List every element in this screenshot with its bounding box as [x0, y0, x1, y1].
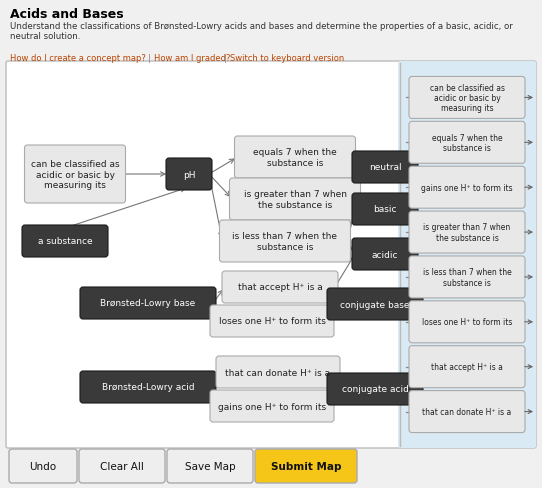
- Text: How am I graded?: How am I graded?: [154, 54, 230, 63]
- FancyBboxPatch shape: [398, 62, 536, 448]
- Text: Acids and Bases: Acids and Bases: [10, 8, 124, 21]
- Text: pH: pH: [183, 170, 195, 179]
- FancyBboxPatch shape: [409, 122, 525, 164]
- Text: that can donate H⁺ is a: that can donate H⁺ is a: [225, 368, 331, 377]
- FancyBboxPatch shape: [6, 62, 536, 448]
- Text: Brønsted-Lowry acid: Brønsted-Lowry acid: [102, 383, 195, 392]
- FancyBboxPatch shape: [352, 152, 418, 183]
- Text: Brønsted-Lowry base: Brønsted-Lowry base: [100, 299, 196, 308]
- FancyBboxPatch shape: [166, 159, 212, 191]
- Text: Undo: Undo: [29, 461, 56, 471]
- Text: |: |: [148, 54, 151, 63]
- FancyBboxPatch shape: [24, 146, 126, 203]
- Text: gains one H⁺ to form its: gains one H⁺ to form its: [218, 402, 326, 411]
- Text: conjugate base: conjugate base: [340, 300, 410, 309]
- FancyBboxPatch shape: [210, 305, 334, 337]
- Text: can be classified as
acidic or basic by
measuring its: can be classified as acidic or basic by …: [429, 83, 505, 113]
- FancyBboxPatch shape: [409, 77, 525, 119]
- FancyBboxPatch shape: [409, 391, 525, 433]
- FancyBboxPatch shape: [229, 179, 360, 221]
- FancyBboxPatch shape: [409, 167, 525, 209]
- FancyBboxPatch shape: [210, 390, 334, 422]
- FancyBboxPatch shape: [409, 301, 525, 343]
- FancyBboxPatch shape: [255, 449, 357, 483]
- FancyBboxPatch shape: [22, 225, 108, 258]
- FancyBboxPatch shape: [9, 449, 77, 483]
- Text: is less than 7 when the
substance is: is less than 7 when the substance is: [423, 268, 511, 287]
- Text: that accept H⁺ is a: that accept H⁺ is a: [237, 283, 322, 292]
- FancyBboxPatch shape: [352, 194, 418, 225]
- Text: is less than 7 when the
substance is: is less than 7 when the substance is: [233, 232, 338, 251]
- Text: equals 7 when the
substance is: equals 7 when the substance is: [431, 133, 502, 153]
- FancyBboxPatch shape: [235, 137, 356, 179]
- Text: loses one H⁺ to form its: loses one H⁺ to form its: [422, 318, 512, 326]
- FancyBboxPatch shape: [409, 346, 525, 388]
- FancyBboxPatch shape: [220, 221, 351, 263]
- Text: equals 7 when the
substance is: equals 7 when the substance is: [253, 148, 337, 167]
- Text: Save Map: Save Map: [185, 461, 235, 471]
- Text: How do I create a concept map?: How do I create a concept map?: [10, 54, 146, 63]
- FancyBboxPatch shape: [222, 271, 338, 304]
- FancyBboxPatch shape: [216, 356, 340, 388]
- Text: loses one H⁺ to form its: loses one H⁺ to form its: [218, 317, 325, 326]
- Text: is greater than 7 when
the substance is: is greater than 7 when the substance is: [423, 223, 511, 242]
- Text: acidic: acidic: [372, 250, 398, 259]
- FancyBboxPatch shape: [80, 287, 216, 319]
- FancyBboxPatch shape: [409, 256, 525, 298]
- FancyBboxPatch shape: [167, 449, 253, 483]
- Text: gains one H⁺ to form its: gains one H⁺ to form its: [421, 183, 513, 192]
- Text: that can donate H⁺ is a: that can donate H⁺ is a: [422, 407, 512, 416]
- Text: that accept H⁺ is a: that accept H⁺ is a: [431, 363, 503, 371]
- Text: is greater than 7 when
the substance is: is greater than 7 when the substance is: [243, 190, 346, 209]
- Text: a substance: a substance: [38, 237, 92, 246]
- Text: conjugate acid: conjugate acid: [341, 385, 409, 394]
- Text: Understand the classifications of Brønsted-Lowry acids and bases and determine t: Understand the classifications of Brønst…: [10, 22, 513, 41]
- Text: can be classified as
acidic or basic by
measuring its: can be classified as acidic or basic by …: [31, 160, 119, 190]
- FancyBboxPatch shape: [352, 239, 418, 270]
- Text: Submit Map: Submit Map: [271, 461, 341, 471]
- FancyBboxPatch shape: [79, 449, 165, 483]
- Text: basic: basic: [373, 205, 397, 214]
- Text: Clear All: Clear All: [100, 461, 144, 471]
- FancyBboxPatch shape: [80, 371, 216, 403]
- Text: neutral: neutral: [369, 163, 401, 172]
- Text: |: |: [224, 54, 227, 63]
- Text: Switch to keyboard version: Switch to keyboard version: [230, 54, 344, 63]
- FancyBboxPatch shape: [409, 212, 525, 254]
- FancyBboxPatch shape: [327, 288, 423, 320]
- FancyBboxPatch shape: [327, 373, 423, 405]
